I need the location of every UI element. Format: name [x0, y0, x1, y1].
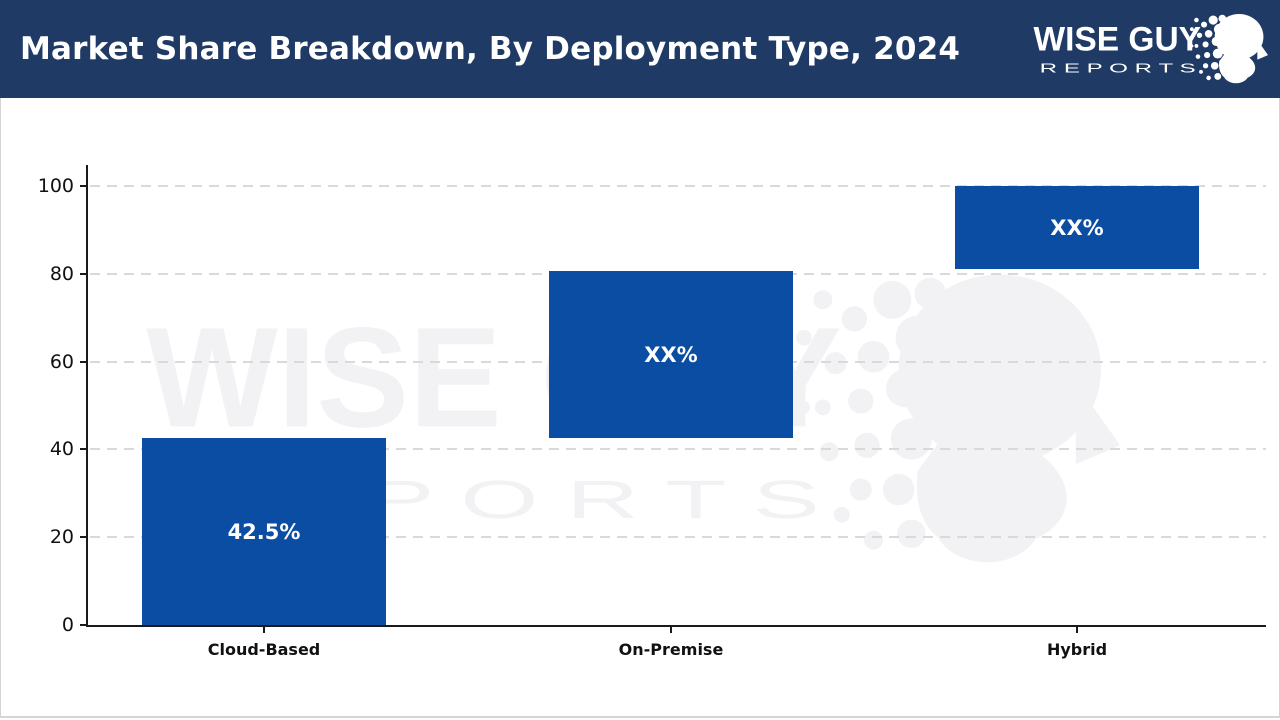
- x-category-label: On-Premise: [618, 640, 724, 659]
- y-tick-label-20: 20: [49, 526, 74, 549]
- gridline-y-20: [90, 536, 1266, 539]
- left-frame-line: [0, 98, 1, 718]
- bar-cloud-based: 42.5%: [142, 438, 386, 625]
- bar-on-premise: XX%: [549, 271, 793, 439]
- x-category-label: Hybrid: [1046, 640, 1108, 659]
- x-category-label: Cloud-Based: [207, 640, 321, 659]
- x-axis-tick-cloud-based: [263, 625, 265, 633]
- y-tick-label-0: 0: [61, 614, 74, 636]
- bar-value-label: XX%: [644, 342, 698, 367]
- y-axis-tick-40: [80, 448, 88, 451]
- gridline-y-100: [90, 185, 1266, 187]
- y-tick-label-60: 60: [49, 350, 74, 373]
- y-axis-line: [86, 165, 88, 627]
- x-axis-line: [86, 625, 1266, 627]
- y-axis-tick-60: [80, 360, 88, 363]
- bar-value-label: 42.5%: [227, 519, 301, 544]
- y-axis-tick-80: [80, 272, 88, 275]
- x-axis-tick-on-premise: [670, 625, 672, 633]
- y-axis-tick-20: [80, 536, 88, 539]
- y-axis-tick-100: [80, 185, 88, 187]
- bottom-frame-line: [0, 716, 1280, 718]
- gridline-y-40: [90, 448, 1266, 451]
- page-title: Market Share Breakdown, By Deployment Ty…: [20, 31, 961, 67]
- y-tick-label-40: 40: [49, 438, 74, 461]
- header-bar: Market Share Breakdown, By Deployment Ty…: [0, 0, 1280, 98]
- y-tick-label-80: 80: [49, 262, 74, 285]
- y-axis-tick-0: [80, 624, 88, 626]
- y-tick-label-100: 100: [37, 175, 74, 197]
- bar-value-label: XX%: [1050, 215, 1104, 240]
- bar-hybrid: XX%: [955, 186, 1199, 270]
- x-axis-tick-hybrid: [1076, 625, 1078, 633]
